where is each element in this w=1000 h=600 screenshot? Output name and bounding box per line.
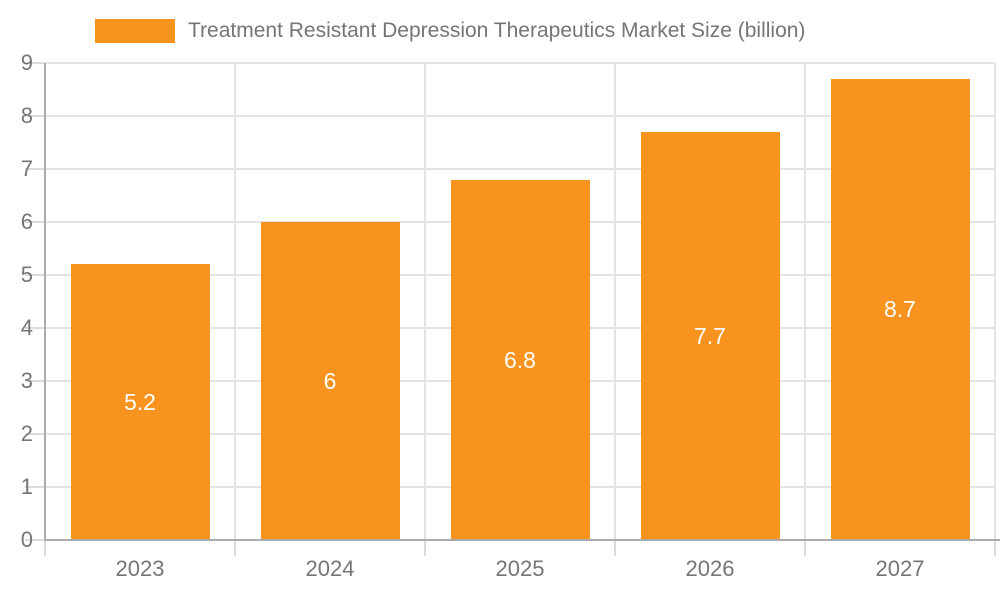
x-tick-0: [44, 540, 46, 556]
x-tick-2: [424, 540, 426, 556]
bar-value-label-2026: 7.7: [694, 322, 726, 349]
y-axis-label-7: 7: [20, 156, 33, 181]
bar-2025[interactable]: [450, 179, 590, 540]
y-axis-label-9: 9: [20, 50, 33, 75]
bar-value-label-2027: 8.7: [884, 296, 916, 323]
x-tick-4: [804, 540, 806, 556]
x-axis-label-2024: 2024: [305, 556, 355, 581]
x-gridline-5: [994, 63, 996, 540]
bar-value-label-2023: 5.2: [124, 389, 156, 416]
y-tick-7: [25, 168, 45, 170]
y-tick-1: [25, 486, 45, 488]
y-gridline-8: [45, 115, 995, 117]
x-gridline-2: [424, 63, 426, 540]
x-tick-1: [234, 540, 236, 556]
bar-2027[interactable]: [830, 78, 970, 540]
legend-label: Treatment Resistant Depression Therapeut…: [188, 19, 806, 42]
y-tick-3: [25, 380, 45, 382]
legend-swatch[interactable]: [95, 19, 175, 43]
legend: Treatment Resistant Depression Therapeut…: [95, 19, 805, 43]
bar-value-label-2025: 6.8: [504, 346, 536, 373]
y-tick-2: [25, 433, 45, 435]
y-axis-label-2: 2: [20, 421, 33, 446]
x-tick-5: [994, 540, 996, 556]
bar-2023[interactable]: [70, 264, 210, 540]
bar-2026[interactable]: [640, 131, 780, 540]
x-axis-line: [44, 539, 1000, 541]
y-axis-line: [44, 63, 46, 540]
y-tick-0: [25, 539, 45, 541]
y-axis-label-4: 4: [20, 315, 33, 340]
y-axis-label-0: 0: [20, 527, 33, 552]
y-tick-8: [25, 115, 45, 117]
bar-2024[interactable]: [260, 222, 400, 540]
y-tick-5: [25, 274, 45, 276]
y-tick-4: [25, 327, 45, 329]
x-gridline-4: [804, 63, 806, 540]
y-tick-6: [25, 221, 45, 223]
x-tick-3: [614, 540, 616, 556]
x-gridline-1: [234, 63, 236, 540]
y-axis-label-8: 8: [20, 103, 33, 128]
y-axis-label-1: 1: [20, 474, 33, 499]
x-axis-label-2025: 2025: [495, 556, 545, 581]
x-gridline-3: [614, 63, 616, 540]
y-axis-label-3: 3: [20, 368, 33, 393]
y-gridline-9: [45, 62, 995, 64]
x-axis-label-2027: 2027: [875, 556, 925, 581]
bar-value-label-2024: 6: [323, 368, 337, 394]
y-axis-label-5: 5: [20, 262, 33, 287]
y-gridline-7: [45, 168, 995, 170]
x-axis-label-2023: 2023: [115, 556, 165, 581]
y-axis-label-6: 6: [20, 209, 33, 234]
x-axis-label-2026: 2026: [685, 556, 735, 581]
y-tick-9: [25, 62, 45, 64]
